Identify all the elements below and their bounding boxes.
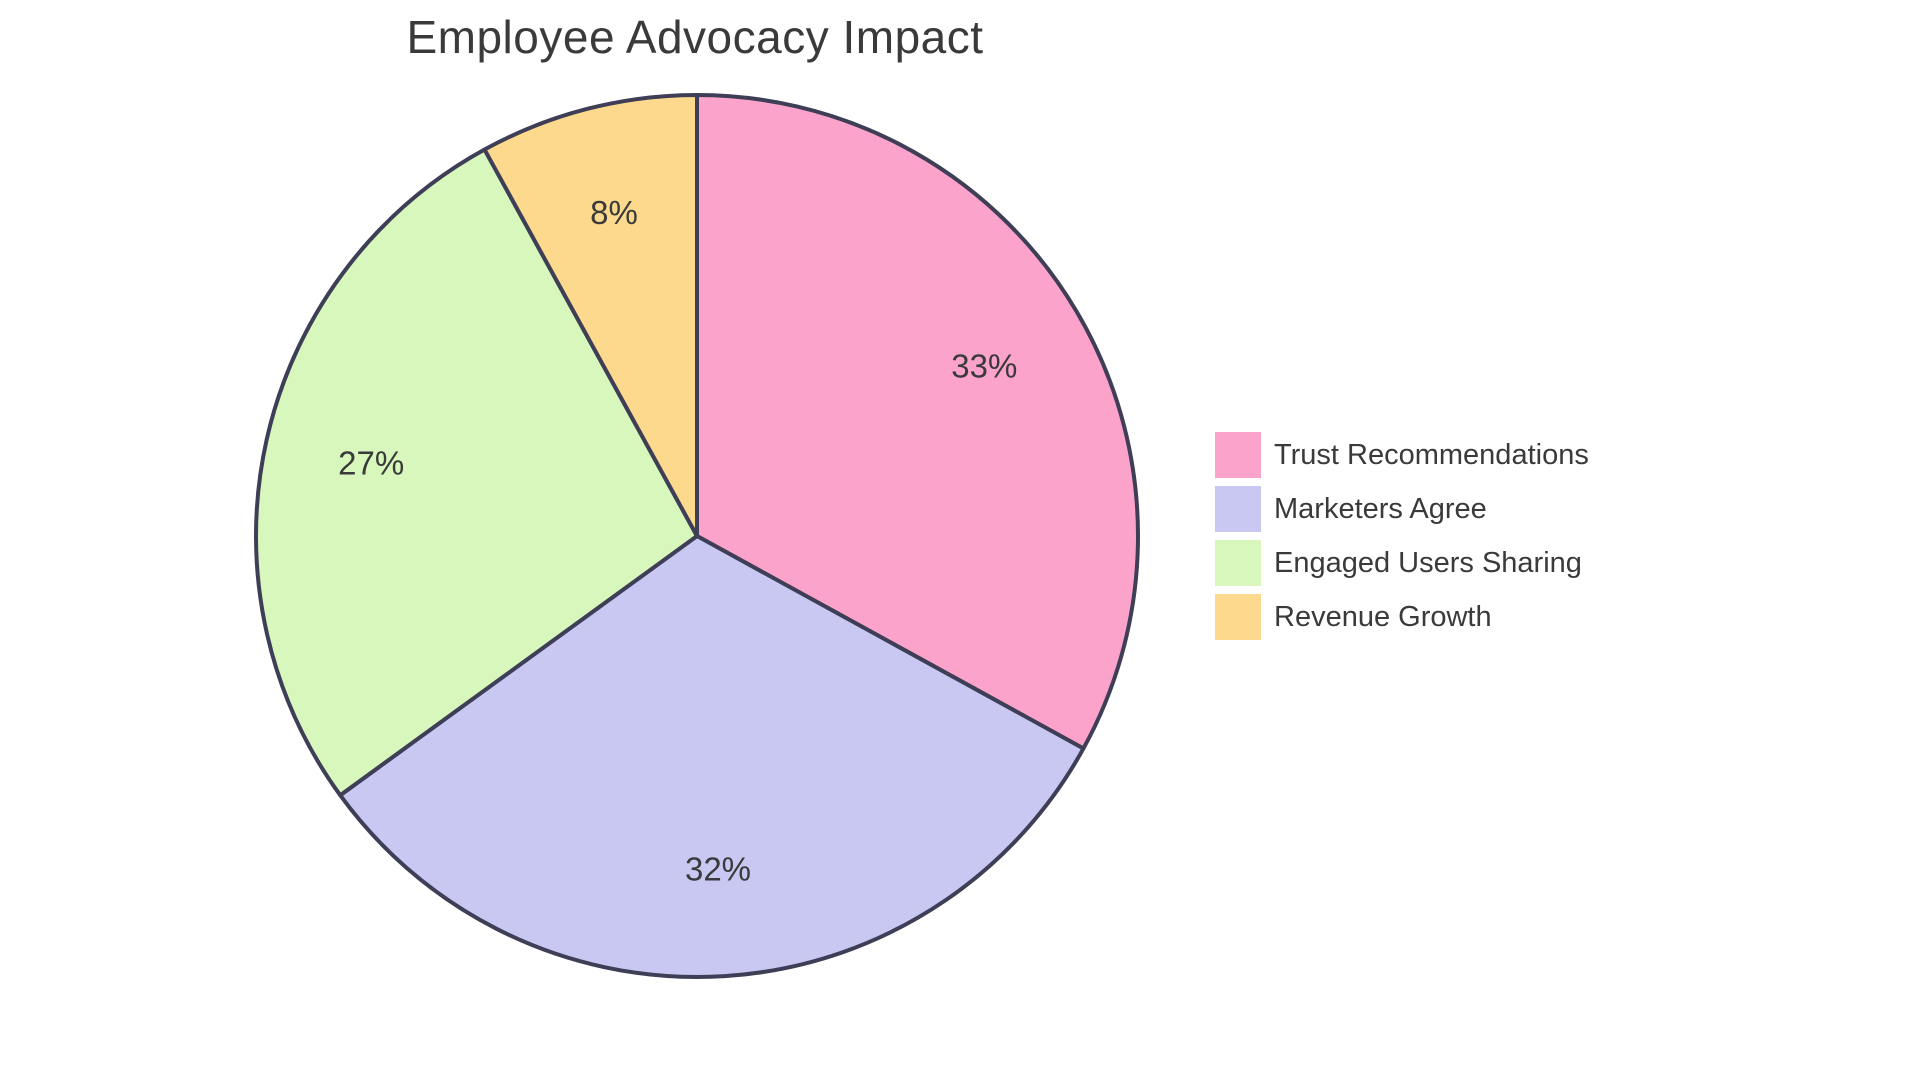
pie-slice-marketers-agree: [338, 534, 1086, 979]
slice-label-engaged-users-sharing: 27%: [338, 445, 404, 482]
legend-item-engaged-users-sharing: Engaged Users Sharing: [1215, 540, 1589, 586]
slice-label-marketers-agree: 32%: [685, 851, 751, 888]
slice-label-trust-recommendations: 33%: [951, 348, 1017, 385]
legend-item-marketers-agree: Marketers Agree: [1215, 486, 1589, 532]
legend-label-marketers-agree: Marketers Agree: [1274, 492, 1487, 525]
legend-label-trust-recommendations: Trust Recommendations: [1274, 438, 1589, 471]
pie-slice-revenue-growth: [482, 93, 699, 538]
chart-title: Employee Advocacy Impact: [406, 11, 984, 63]
legend-item-revenue-growth: Revenue Growth: [1215, 594, 1589, 640]
legend-label-revenue-growth: Revenue Growth: [1274, 600, 1492, 633]
pie-slice-trust-recommendations: [695, 93, 1140, 751]
legend-swatch-trust-recommendations: [1215, 432, 1261, 478]
legend-swatch-engaged-users-sharing: [1215, 540, 1261, 586]
pie-slice-engaged-users-sharing: [254, 147, 699, 798]
legend-swatch-marketers-agree: [1215, 486, 1261, 532]
legend-item-trust-recommendations: Trust Recommendations: [1215, 432, 1589, 478]
legend-swatch-revenue-growth: [1215, 594, 1261, 640]
slice-label-revenue-growth: 8%: [590, 194, 638, 231]
legend: Trust Recommendations Marketers Agree Enga…: [1215, 432, 1589, 640]
legend-label-engaged-users-sharing: Engaged Users Sharing: [1274, 546, 1582, 579]
